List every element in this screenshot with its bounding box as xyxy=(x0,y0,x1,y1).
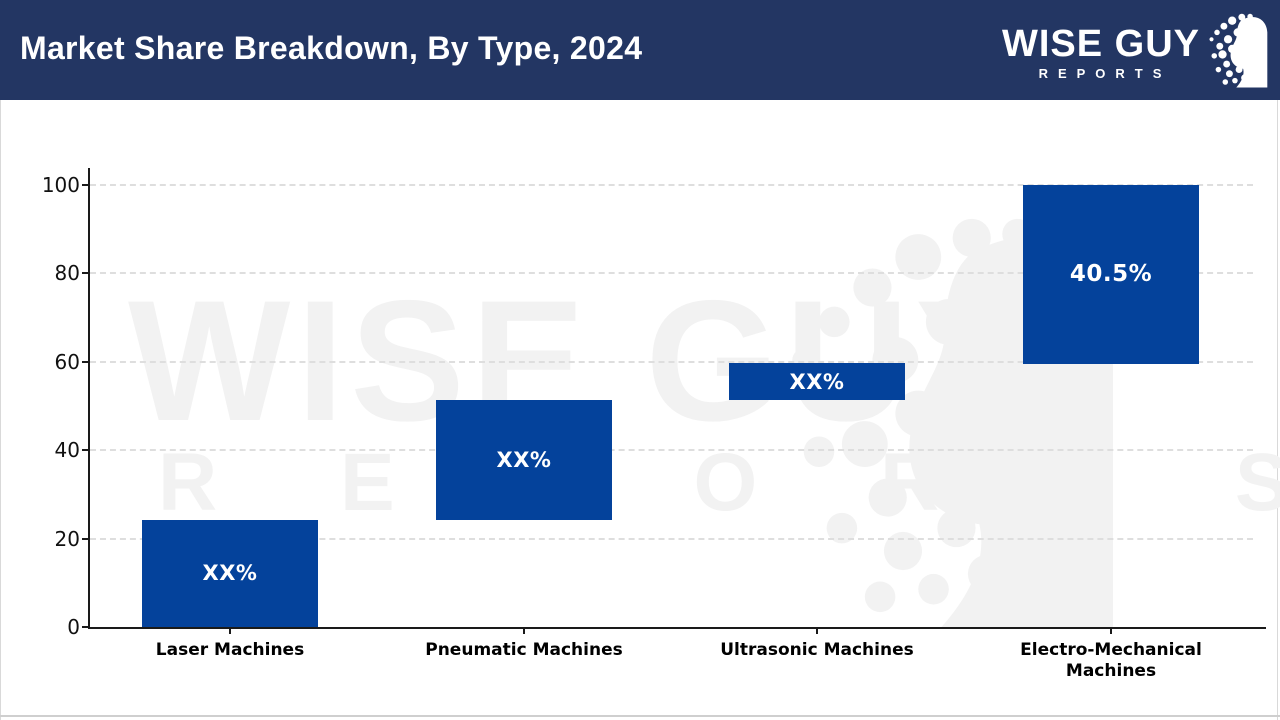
bottom-divider xyxy=(0,715,1280,717)
bar-value-label: XX% xyxy=(789,369,845,394)
y-tick-mark xyxy=(82,272,90,274)
x-tick-mark xyxy=(523,627,525,634)
y-tick-label: 80 xyxy=(54,261,80,285)
bar: XX% xyxy=(729,363,905,400)
x-category-label: Ultrasonic Machines xyxy=(720,640,914,660)
y-tick-label: 60 xyxy=(54,349,80,374)
y-tick-label: 40 xyxy=(54,438,80,462)
chart-title: Market Share Breakdown, By Type, 2024 xyxy=(20,30,643,67)
y-tick-label: 20 xyxy=(54,526,80,551)
x-category-label: Pneumatic Machines xyxy=(425,640,623,660)
y-tick-mark xyxy=(82,626,90,628)
bar-value-label: 40.5% xyxy=(1069,261,1153,288)
y-tick-mark xyxy=(82,449,90,451)
x-category-label: Laser Machines xyxy=(155,640,305,660)
logo-text-reports: REPORTS xyxy=(1038,66,1172,81)
x-tick-mark xyxy=(816,627,818,634)
bar-value-label: XX% xyxy=(202,561,258,586)
wise-guy-logo: WISE GUY REPORTS xyxy=(1002,8,1268,92)
y-tick-label: 100 xyxy=(41,172,80,197)
x-axis-line xyxy=(88,627,1266,629)
gridline xyxy=(90,183,1253,186)
gridline xyxy=(90,449,1253,451)
y-tick-mark xyxy=(82,183,90,186)
gridline xyxy=(90,360,1253,363)
header-bar: Market Share Breakdown, By Type, 2024 WI… xyxy=(0,0,1280,100)
x-tick-mark xyxy=(1110,627,1112,634)
gridline xyxy=(90,537,1253,540)
x-category-label: Electro-Mechanical Machines xyxy=(1020,640,1202,681)
gridline xyxy=(90,272,1253,274)
logo-text-wiseguy: WISE GUY xyxy=(1001,23,1200,65)
y-tick-mark xyxy=(82,360,90,363)
bar: 40.5% xyxy=(1023,184,1199,364)
bar: XX% xyxy=(142,519,318,627)
y-tick-label: 0 xyxy=(67,615,80,639)
x-tick-mark xyxy=(229,627,231,634)
dotted-head-icon xyxy=(1209,13,1268,88)
y-axis-line xyxy=(88,168,90,629)
logo-wordmark: WISE GUY REPORTS xyxy=(1002,24,1200,82)
y-tick-mark xyxy=(82,537,90,540)
bar: XX% xyxy=(436,399,612,520)
bar-value-label: XX% xyxy=(496,447,552,472)
